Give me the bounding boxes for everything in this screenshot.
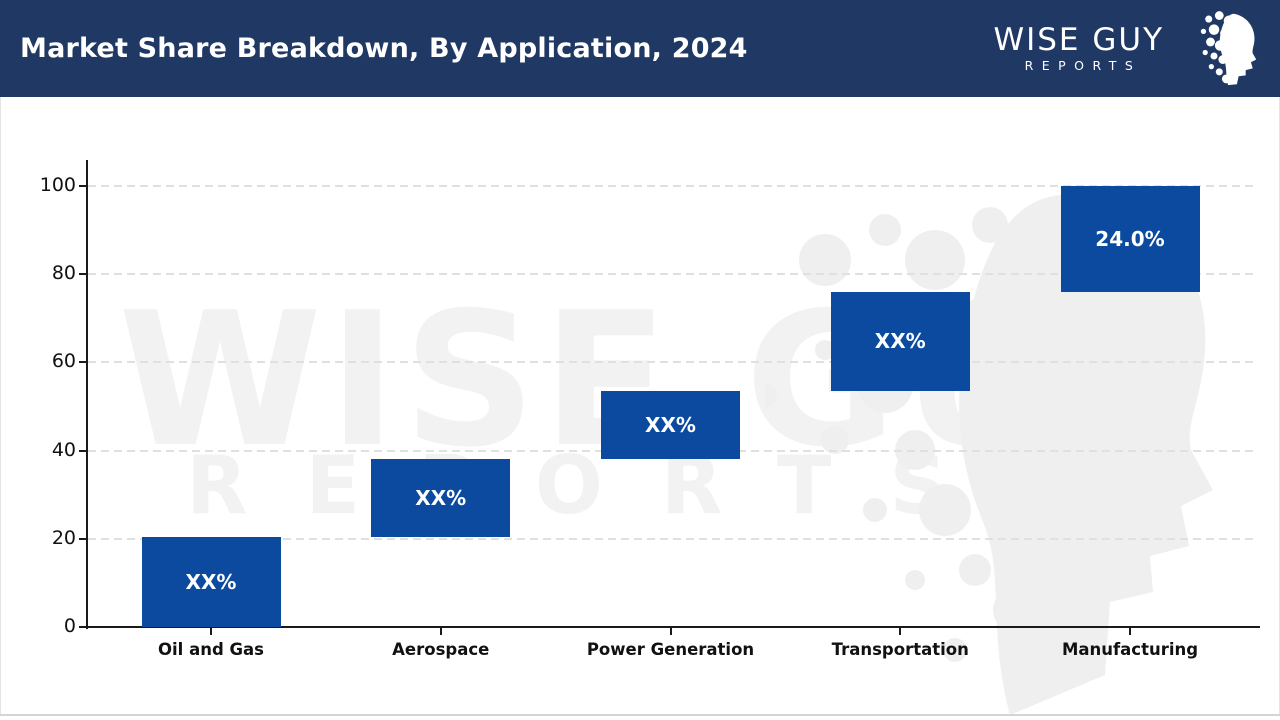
wiseguy-logo-text: WISE GUY REPORTS (993, 24, 1164, 73)
bar-power-generation: XX% (601, 391, 740, 460)
x-category-label: Aerospace (392, 640, 490, 659)
bar-oil-and-gas: XX% (141, 536, 281, 627)
logo-brand-subtitle: REPORTS (1024, 57, 1142, 73)
bar-aerospace: XX% (371, 459, 511, 537)
figure-border-left (0, 97, 1, 716)
y-tick-mark-0 (79, 626, 87, 628)
y-tick-mark-20 (79, 537, 87, 540)
y-tick-mark-80 (79, 273, 87, 276)
y-tick-label-60: 60 (51, 350, 76, 373)
x-tick-mark-5 (1129, 628, 1131, 635)
gridline-100 (88, 185, 1258, 187)
y-tick-label-20: 20 (51, 526, 76, 549)
x-tick-mark-2 (439, 628, 442, 635)
x-tick-mark-4 (899, 628, 902, 635)
figure-border-bottom (0, 714, 1280, 716)
chart-title: Market Share Breakdown, By Application, … (20, 33, 748, 64)
x-tick-mark-1 (210, 628, 212, 635)
y-axis-line (86, 160, 88, 629)
bar-value-label: XX% (185, 569, 237, 594)
bar-value-label: XX% (415, 485, 467, 510)
wiseguy-head-icon (1200, 10, 1257, 85)
y-tick-label-100: 100 (39, 174, 76, 196)
x-category-label: Oil and Gas (157, 640, 265, 659)
x-axis-line (86, 626, 1260, 628)
x-category-label: Manufacturing (1061, 640, 1199, 659)
bar-value-label: 24.0% (1095, 226, 1165, 251)
y-tick-label-0: 0 (63, 615, 76, 637)
bar-manufacturing: 24.0% (1060, 186, 1200, 292)
logo-brand-name: WISE GUY (993, 22, 1164, 59)
bar-transportation: XX% (830, 291, 970, 392)
gridline-60 (88, 361, 1258, 364)
y-tick-mark-60 (79, 361, 87, 364)
x-category-label: Power Generation (586, 640, 755, 659)
bar-value-label: XX% (645, 413, 696, 438)
bar-value-label: XX% (874, 329, 926, 354)
wiseguy-logo: WISE GUY REPORTS (993, 10, 1258, 88)
y-tick-mark-100 (79, 185, 87, 187)
watermark-text-reports: REPORTS (186, 439, 1006, 532)
gridline-80 (88, 273, 1258, 276)
y-tick-label-40: 40 (51, 438, 76, 461)
x-category-label: Transportation (831, 640, 969, 659)
y-tick-label-80: 80 (51, 262, 76, 285)
y-tick-mark-40 (79, 449, 87, 452)
header-bar: Market Share Breakdown, By Application, … (0, 0, 1280, 97)
x-tick-mark-3 (669, 628, 672, 635)
gridline-20 (88, 537, 1258, 540)
